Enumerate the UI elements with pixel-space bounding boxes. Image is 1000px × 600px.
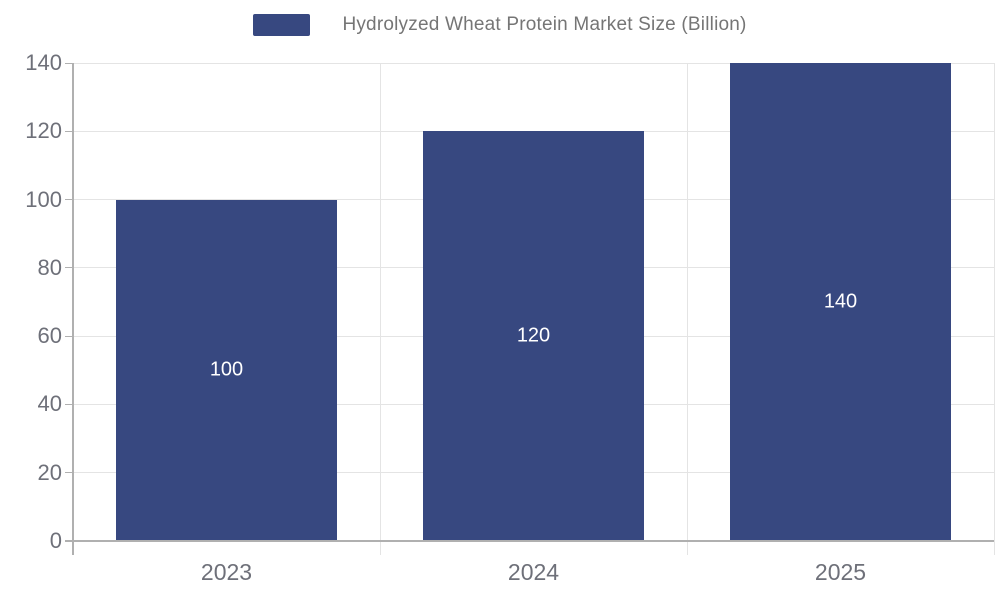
y-axis-tick-label: 120 — [25, 118, 62, 144]
y-axis-tick-label: 140 — [25, 50, 62, 75]
y-axis-tick — [65, 62, 73, 64]
y-axis-tick-label: 60 — [37, 323, 62, 349]
legend[interactable]: Hydrolyzed Wheat Protein Market Size (Bi… — [0, 14, 1000, 36]
bar-2024[interactable] — [422, 131, 644, 541]
legend-label: Hydrolyzed Wheat Protein Market Size (Bi… — [342, 14, 747, 35]
x-axis-tick-label: 2023 — [200, 559, 253, 585]
y-axis-tick — [65, 472, 73, 474]
y-axis-tick — [65, 130, 73, 132]
bar-value-label: 140 — [823, 290, 858, 313]
bar-value-label: 120 — [516, 324, 551, 347]
y-axis-tick-label: 0 — [49, 528, 62, 553]
y-axis-tick — [65, 199, 73, 201]
bar-value-label: 100 — [209, 358, 244, 381]
x-axis-tick-label: 2025 — [814, 559, 867, 585]
gridline-vertical — [379, 63, 381, 555]
y-axis-line — [72, 63, 74, 555]
y-axis-tick — [65, 335, 73, 337]
gridline-horizontal — [73, 62, 994, 64]
gridline-vertical — [686, 63, 688, 555]
bar-2025[interactable] — [729, 63, 951, 541]
y-axis-tick-label: 40 — [37, 391, 62, 417]
x-axis-line — [65, 540, 994, 542]
y-axis-tick-label: 20 — [37, 459, 62, 485]
y-axis-tick-label: 100 — [25, 186, 62, 212]
legend-swatch — [253, 14, 311, 36]
y-axis-tick — [65, 267, 73, 269]
x-axis-tick-label: 2024 — [507, 559, 560, 585]
gridline-vertical — [993, 63, 995, 555]
y-axis-tick-label: 80 — [37, 254, 62, 280]
bar-2023[interactable] — [115, 199, 337, 541]
y-axis-tick — [65, 403, 73, 405]
